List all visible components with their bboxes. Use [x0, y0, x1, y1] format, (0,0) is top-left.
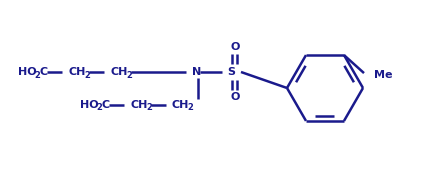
Text: CH: CH [131, 100, 148, 110]
Text: O: O [230, 92, 239, 102]
Text: 2: 2 [96, 103, 102, 112]
Text: HO: HO [18, 67, 37, 77]
Text: C: C [40, 67, 48, 77]
Text: Me: Me [373, 70, 391, 80]
Text: 2: 2 [34, 71, 40, 80]
Text: CH: CH [111, 67, 128, 77]
Text: C: C [102, 100, 110, 110]
Text: 2: 2 [187, 103, 193, 112]
Text: S: S [227, 67, 234, 77]
Text: CH: CH [172, 100, 189, 110]
Text: N: N [192, 67, 201, 77]
Text: 2: 2 [126, 71, 132, 80]
Text: CH: CH [69, 67, 86, 77]
Text: 2: 2 [84, 71, 89, 80]
Text: HO: HO [80, 100, 98, 110]
Text: O: O [230, 42, 239, 52]
Text: 2: 2 [146, 103, 152, 112]
